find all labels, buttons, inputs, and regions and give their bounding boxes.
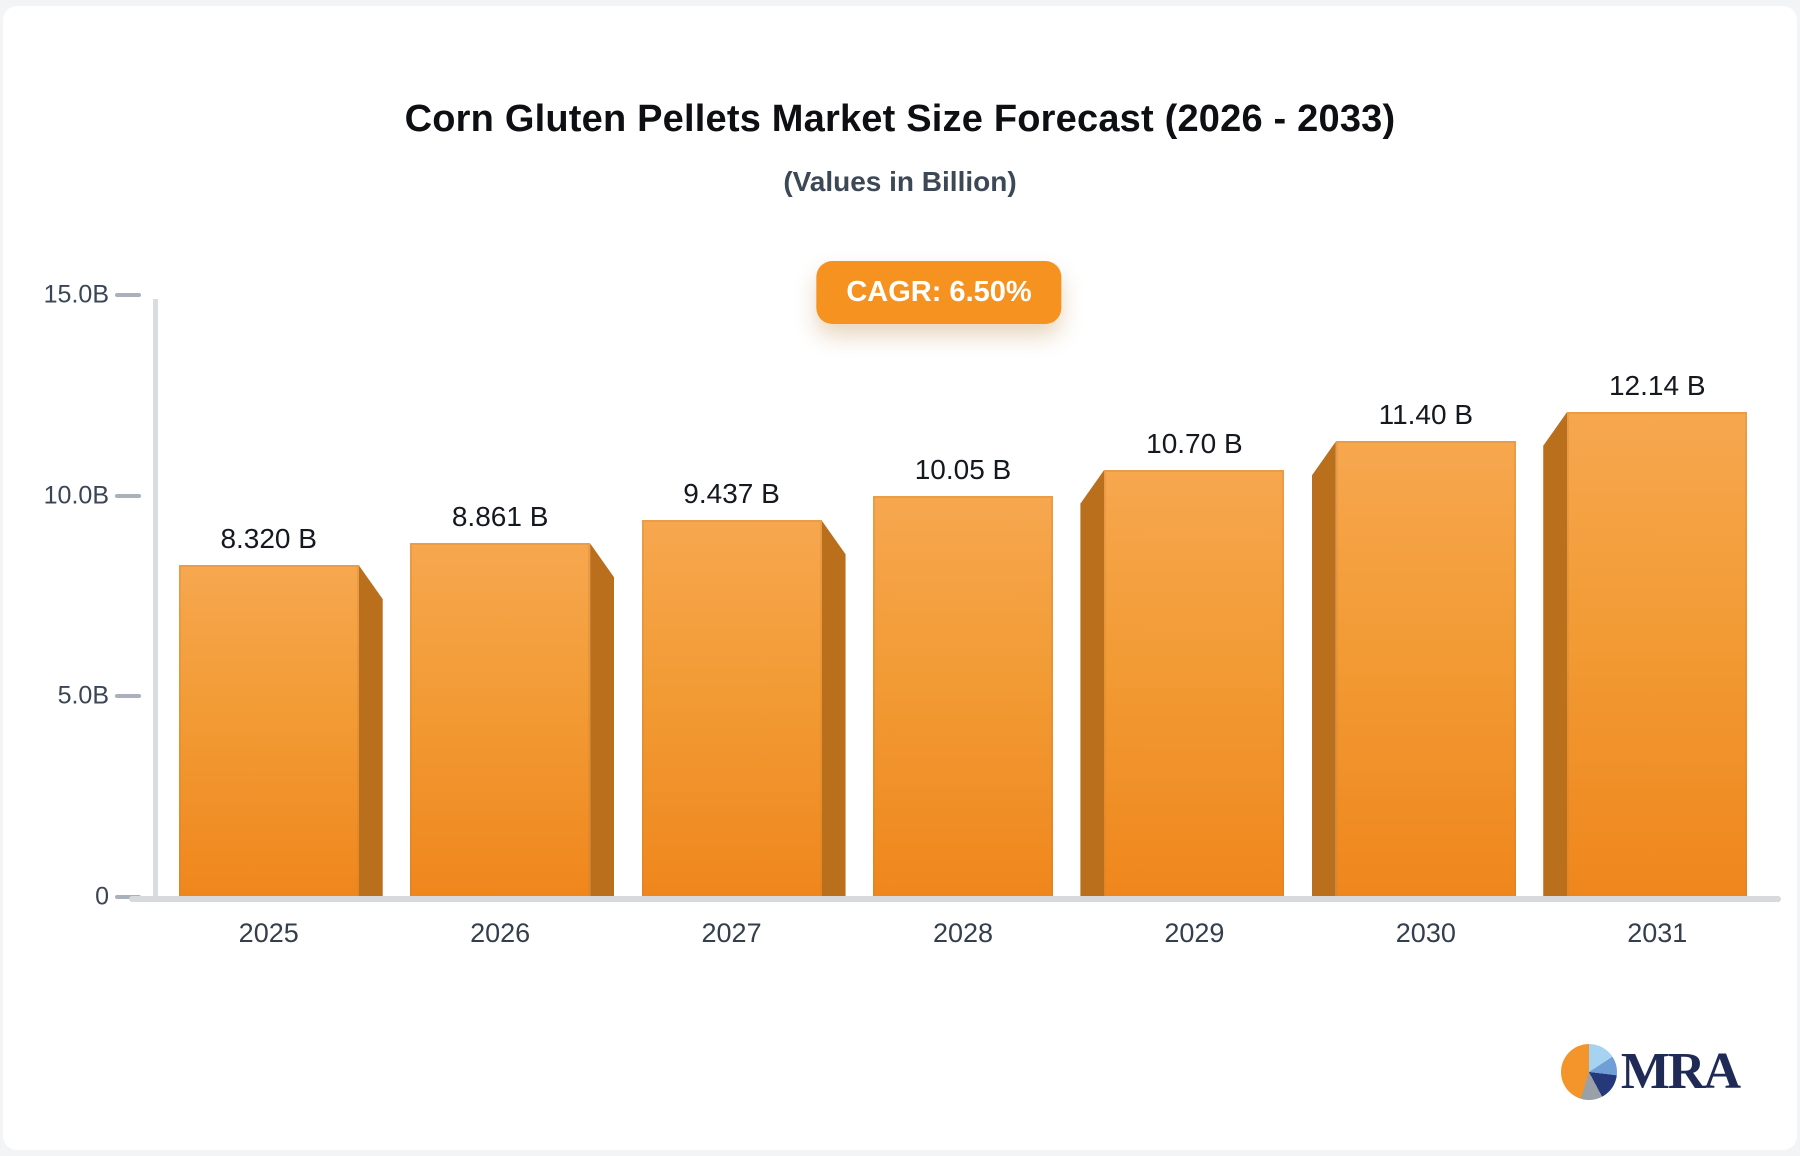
x-axis-label-2026: 2026 bbox=[470, 918, 531, 948]
x-axis-label-2025: 2025 bbox=[238, 918, 299, 948]
y-tick-dash bbox=[115, 493, 141, 498]
bar-value-label: 12.14 B bbox=[1608, 369, 1706, 401]
bar-face bbox=[410, 543, 591, 899]
logo-text: MRA bbox=[1620, 1043, 1741, 1100]
bar-2029: 10.70 B bbox=[1080, 428, 1285, 899]
x-axis-label-2031: 2031 bbox=[1627, 918, 1688, 948]
bar-column-2030: 11.40 B bbox=[1310, 297, 1541, 899]
brand-logo: MRA bbox=[1560, 1043, 1741, 1100]
bar-value-label: 8.320 B bbox=[220, 523, 317, 555]
bar-column-2031: 12.14 B bbox=[1542, 297, 1773, 899]
y-axis-line bbox=[153, 299, 158, 899]
x-axis-labels: 2025 2026 2027 2028 2029 2030 2031 bbox=[153, 918, 1773, 949]
bar-face bbox=[178, 565, 359, 899]
bar-chart: 15.0B 10.0B 5.0B 0 8.320 B 8.861 B 9.437 B 10.… bbox=[44, 281, 1781, 911]
y-tick-label: 5.0B bbox=[57, 681, 109, 710]
bar-3d-side bbox=[1311, 441, 1336, 899]
x-axis-label-2027: 2027 bbox=[701, 918, 762, 948]
bar-face bbox=[641, 520, 822, 899]
bar-2025: 8.320 B bbox=[178, 523, 383, 899]
x-axis-label-2028: 2028 bbox=[932, 918, 994, 948]
cagr-badge: CAGR: 6.50% bbox=[816, 261, 1062, 324]
bar-3d-side bbox=[1080, 469, 1105, 899]
y-tick-label: 15.0B bbox=[43, 280, 109, 309]
bar-face bbox=[872, 495, 1053, 899]
bar-value-label: 10.05 B bbox=[914, 453, 1012, 485]
bar-3d-side bbox=[358, 565, 383, 899]
bar-value-label: 8.861 B bbox=[451, 501, 549, 533]
chart-card: Corn Gluten Pellets Market Size Forecast… bbox=[3, 6, 1797, 1150]
x-axis-label-2030: 2030 bbox=[1395, 918, 1456, 948]
y-tick-dash bbox=[115, 895, 141, 899]
y-tick-dash bbox=[115, 293, 141, 297]
bar-value-label: 10.70 B bbox=[1146, 427, 1243, 459]
bar-column-2027: 9.437 B bbox=[616, 297, 847, 899]
page-subtitle: (Values in Billion) bbox=[783, 166, 1017, 197]
bar-3d-side bbox=[821, 520, 846, 899]
bar-column-2025: 8.320 B bbox=[153, 297, 384, 899]
plot-area: 8.320 B 8.861 B 9.437 B 10.05 B 10.70 B 11.40… bbox=[153, 297, 1773, 899]
bar-2031: 12.14 B bbox=[1543, 370, 1748, 899]
bar-2028: 10.05 B bbox=[872, 454, 1053, 899]
bar-column-2029: 10.70 B bbox=[1079, 297, 1310, 899]
bar-2030: 11.40 B bbox=[1311, 399, 1516, 899]
bar-value-label: 11.40 B bbox=[1378, 399, 1474, 431]
pie-chart-logo-icon bbox=[1560, 1044, 1617, 1100]
bar-3d-side bbox=[590, 543, 615, 899]
y-tick-label: 10.0B bbox=[43, 481, 109, 510]
bar-column-2028: 10.05 B bbox=[847, 297, 1078, 899]
bar-face bbox=[1335, 441, 1516, 899]
bar-3d-side bbox=[1543, 411, 1568, 899]
x-axis-label-2029: 2029 bbox=[1164, 918, 1225, 948]
bar-2027: 9.437 B bbox=[641, 478, 846, 899]
bar-face bbox=[1567, 411, 1748, 899]
page-title: Corn Gluten Pellets Market Size Forecast… bbox=[404, 98, 1396, 140]
bar-face bbox=[1104, 469, 1285, 899]
x-axis-baseline bbox=[129, 896, 1781, 902]
y-tick-label: 0 bbox=[95, 882, 109, 911]
bar-value-label: 9.437 B bbox=[683, 478, 780, 510]
y-tick-dash bbox=[115, 694, 141, 699]
bar-column-2026: 8.861 B bbox=[384, 297, 615, 899]
bar-2026: 8.861 B bbox=[410, 501, 615, 899]
